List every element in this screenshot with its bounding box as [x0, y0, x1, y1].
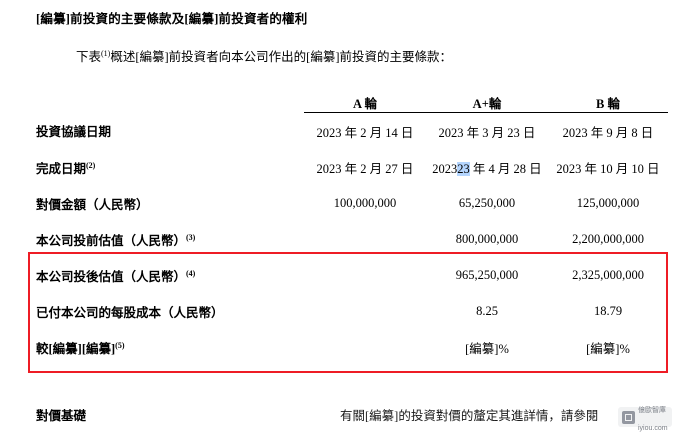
watermark-icon — [622, 410, 635, 424]
row-label-footnote-marker: (3) — [186, 232, 196, 242]
row-label-cost-per-share: 已付本公司的每股成本（人民幣） — [36, 293, 304, 329]
table-header-row: A 輪 A+輪 B 輪 — [36, 88, 668, 113]
intro-prefix: 下表 — [76, 50, 102, 64]
page-title: [編纂]前投資的主要條款及[編纂]前投資者的權利 — [36, 12, 308, 26]
table-row: 較[編纂][編纂](5) [編纂]% [編纂]% — [36, 329, 668, 365]
row-label-consideration-amount: 對價金額（人民幣） — [36, 185, 304, 221]
row-label-footnote-marker: (2) — [86, 160, 96, 170]
cell-a-4 — [304, 257, 426, 293]
row-label-text: 已付本公司的每股成本（人民幣） — [36, 305, 224, 320]
cell-b-0: 2023 年 9 月 8 日 — [562, 125, 654, 140]
cell-ap-3: 800,000,000 — [455, 231, 519, 246]
cell-ap-0: 2023 年 3 月 23 日 — [438, 125, 536, 140]
cell-ap-2: 65,250,000 — [458, 195, 516, 210]
cell-b-6: [編纂]% — [586, 341, 630, 356]
cell-a-0: 2023 年 2 月 14 日 — [316, 125, 414, 140]
row-label-footnote-marker: (4) — [186, 268, 196, 278]
row-label-post-money-valuation: 本公司投後估值（人民幣）(4) — [36, 257, 304, 293]
cell-b-4: 2,325,000,000 — [572, 267, 644, 282]
row-label-footnote-marker: (5) — [115, 340, 125, 350]
row-label-text: 本公司投後估值（人民幣） — [36, 269, 187, 284]
cell-a-1: 2023 年 2 月 27 日 — [316, 161, 414, 176]
cell-b-5: 18.79 — [593, 303, 623, 318]
watermark-line-1: 億歐智庫 — [638, 407, 666, 414]
row-label-pre-money-valuation: 本公司投前估值（人民幣）(3) — [36, 221, 304, 257]
table-row: 完成日期(2) 2023 年 2 月 27 日 202323 年 4 月 28 … — [36, 149, 668, 185]
header-blank — [36, 88, 304, 113]
row-label-text: 較[編纂][編纂] — [36, 341, 116, 356]
cell-b-2: 125,000,000 — [576, 195, 640, 210]
consideration-basis-value: 有關[編纂]的投資對價的釐定其進詳情，請參閱 — [340, 409, 599, 423]
cell-ap-4: 965,250,000 — [455, 267, 519, 282]
row-label-text: 本公司投前估值（人民幣） — [36, 233, 187, 248]
intro-footnote-marker: (1) — [101, 48, 111, 58]
cell-a-6 — [304, 329, 426, 365]
header-round-a: A 輪 — [304, 88, 426, 113]
financing-terms-table: A 輪 A+輪 B 輪 投資協議日期 2023 年 2 月 14 日 2023 … — [36, 88, 668, 365]
row-label-completion-date: 完成日期(2) — [36, 149, 304, 185]
watermark-text: 億歐智庫 iyiou.com — [638, 399, 668, 435]
table-row: 已付本公司的每股成本（人民幣） 8.25 18.79 — [36, 293, 668, 329]
row-label-text: 完成日期 — [36, 161, 87, 176]
watermark-logo: 億歐智庫 iyiou.com — [618, 407, 672, 432]
row-label-discount: 較[編纂][編纂](5) — [36, 329, 304, 365]
cell-b-1: 2023 年 10 月 10 日 — [556, 161, 660, 176]
cell-ap-6: [編纂]% — [465, 341, 509, 356]
cell-a-3 — [304, 221, 426, 257]
intro-paragraph: 下表(1)概述[編纂]前投資者向本公司作出的[編纂]前投資的主要條款： — [36, 48, 646, 66]
header-round-a-plus: A+輪 — [426, 88, 548, 113]
cell-a-2: 100,000,000 — [333, 195, 397, 210]
watermark-line-2: iyiou.com — [638, 425, 668, 432]
table-row: 本公司投後估值（人民幣）(4) 965,250,000 2,325,000,00… — [36, 257, 668, 293]
header-round-b: B 輪 — [548, 88, 668, 113]
table-row: 對價金額（人民幣） 100,000,000 65,250,000 125,000… — [36, 185, 668, 221]
table-row: 本公司投前估值（人民幣）(3) 800,000,000 2,200,000,00… — [36, 221, 668, 257]
row-label-investment-agreement-date: 投資協議日期 — [36, 113, 304, 150]
cell-a-5 — [304, 293, 426, 329]
table-row: 投資協議日期 2023 年 2 月 14 日 2023 年 3 月 23 日 2… — [36, 113, 668, 150]
cell-ap-1: 202323 年 4 月 28 日 — [432, 161, 542, 176]
row-label-consideration-basis: 對價基礎 — [36, 409, 87, 423]
row-label-text: 投資協議日期 — [36, 125, 112, 140]
intro-rest: 概述[編纂]前投資者向本公司作出的[編纂]前投資的主要條款： — [110, 50, 452, 64]
row-label-text: 對價金額（人民幣） — [36, 197, 149, 212]
cell-ap-5: 8.25 — [476, 303, 498, 318]
cell-b-3: 2,200,000,000 — [572, 231, 644, 246]
selected-text: 23 — [457, 161, 470, 176]
